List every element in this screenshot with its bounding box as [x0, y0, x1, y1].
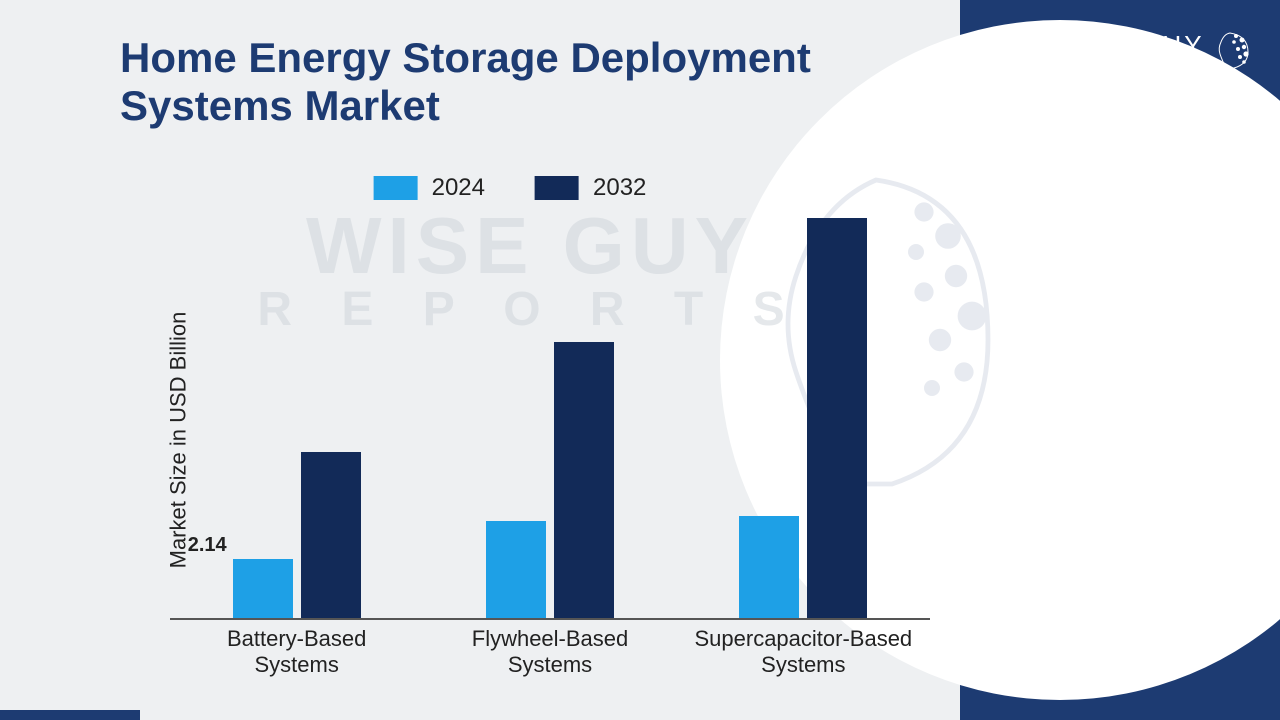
bar-series-a — [739, 516, 799, 618]
legend-label-a: 2024 — [432, 174, 485, 202]
legend-item-2032: 2032 — [535, 174, 646, 202]
bar-series-b — [301, 452, 361, 618]
chart-legend: 2024 2032 — [374, 174, 647, 202]
logo-head-icon — [1212, 30, 1252, 70]
legend-item-2024: 2024 — [374, 174, 485, 202]
bottom-accent-bar — [0, 710, 140, 720]
category-label: Supercapacitor-BasedSystems — [677, 620, 930, 679]
legend-swatch-b — [535, 176, 579, 200]
plot-area: 2.14Battery-BasedSystemsFlywheel-BasedSy… — [170, 200, 930, 620]
legend-swatch-a — [374, 176, 418, 200]
category-label: Battery-BasedSystems — [170, 620, 423, 679]
bar-series-b — [807, 218, 867, 618]
category-label: Flywheel-BasedSystems — [423, 620, 676, 679]
bar-series-a — [486, 521, 546, 618]
bar-series-a — [233, 559, 293, 618]
legend-label-b: 2032 — [593, 174, 646, 202]
logo-line2: R E P O R T S — [1051, 70, 1252, 87]
bar-series-b — [554, 342, 614, 618]
logo-line1: WISE GUY — [1051, 30, 1205, 60]
bar-value-label: 2.14 — [188, 534, 227, 557]
page-title: Home Energy Storage Deployment Systems M… — [120, 34, 860, 131]
chart-stage: WISE GUY R E P O R T S Home Energy Stora… — [0, 0, 1280, 720]
bar-chart: Market Size in USD Billion 2024 2032 2.1… — [60, 180, 960, 700]
brand-logo: WISE GUY R E P O R T S — [1051, 30, 1252, 87]
